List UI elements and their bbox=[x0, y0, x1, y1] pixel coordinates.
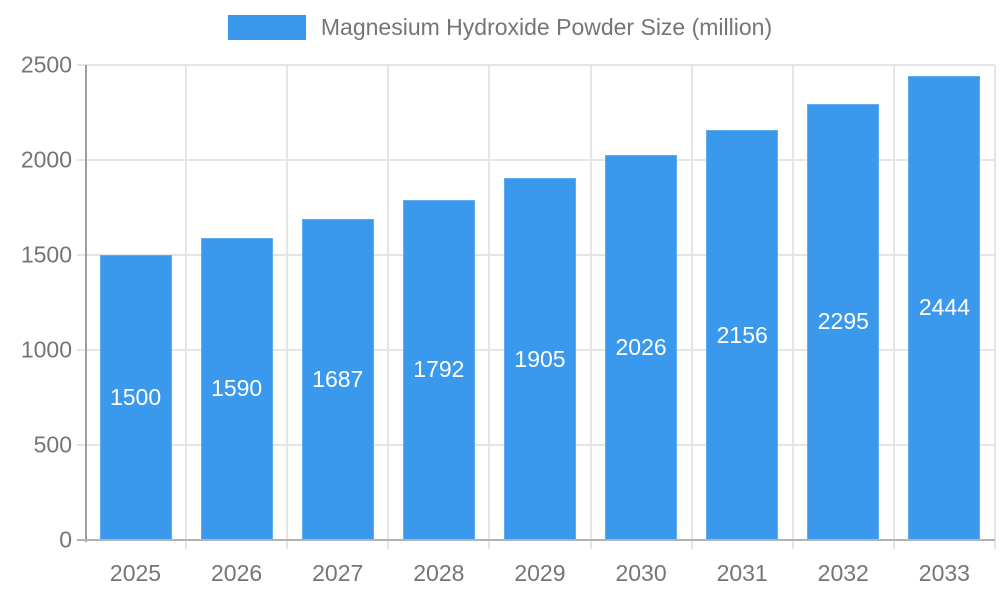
legend-series-label: Magnesium Hydroxide Powder Size (million… bbox=[320, 14, 773, 40]
bar-value-label: 1792 bbox=[413, 356, 465, 383]
x-tick-label: 2033 bbox=[918, 560, 970, 586]
y-tick-label: 2500 bbox=[20, 51, 72, 78]
bar-2027[interactable]: 1687 bbox=[301, 219, 374, 540]
y-tick-label: 1500 bbox=[20, 241, 72, 268]
bar-2029[interactable]: 1905 bbox=[504, 178, 576, 540]
x-tick-label: 2026 bbox=[211, 560, 263, 586]
bar-value-label: 1905 bbox=[514, 345, 566, 372]
bar-2032[interactable]: 2295 bbox=[807, 103, 880, 540]
y-tick-label: 2000 bbox=[20, 146, 72, 173]
bar-value-label: 2026 bbox=[615, 334, 667, 361]
x-tick-label: 2031 bbox=[716, 560, 768, 586]
chart-legend: Magnesium Hydroxide Powder Size (million… bbox=[0, 14, 1000, 41]
gridline-horizontal bbox=[77, 64, 995, 66]
gridline-vertical bbox=[387, 65, 390, 549]
gridline-vertical bbox=[589, 65, 592, 549]
bar-value-label: 2444 bbox=[918, 294, 971, 321]
x-tick-label: 2028 bbox=[413, 560, 465, 586]
gridline-vertical bbox=[791, 65, 794, 549]
bar-value-label: 2295 bbox=[817, 308, 869, 335]
gridline-vertical bbox=[185, 65, 188, 549]
x-axis-line bbox=[77, 539, 995, 541]
bar-2030[interactable]: 2026 bbox=[605, 155, 678, 540]
y-tick-label: 1000 bbox=[20, 336, 72, 363]
y-tick-label: 500 bbox=[33, 431, 72, 458]
plot-area: 1500 1590 1687 1792 1905 2026 2156 2295 2444 bbox=[77, 64, 996, 549]
bar-2028[interactable]: 1792 bbox=[402, 199, 475, 540]
x-tick-label: 2030 bbox=[615, 560, 667, 586]
x-tick-label: 2025 bbox=[109, 560, 162, 586]
bar-value-label: 1687 bbox=[312, 366, 364, 393]
bar-value-label: 2156 bbox=[716, 321, 768, 348]
bar-2025[interactable]: 1500 bbox=[99, 255, 172, 540]
gridline-vertical bbox=[892, 65, 895, 549]
x-tick-label: 2032 bbox=[817, 560, 869, 586]
legend-item[interactable]: Magnesium Hydroxide Powder Size (million… bbox=[227, 14, 773, 41]
gridline-vertical bbox=[488, 65, 491, 549]
legend-swatch-icon bbox=[227, 15, 306, 40]
y-axis-line bbox=[85, 65, 87, 542]
bar-2031[interactable]: 2156 bbox=[706, 130, 779, 540]
gridline-vertical bbox=[690, 65, 693, 549]
bar-value-label: 1500 bbox=[109, 384, 162, 410]
bar-value-label: 1590 bbox=[211, 375, 263, 402]
bar-2033[interactable]: 2444 bbox=[908, 75, 981, 540]
gridline-horizontal bbox=[77, 159, 995, 161]
x-tick-label: 2029 bbox=[514, 560, 566, 586]
gridline-vertical bbox=[286, 65, 289, 549]
bar-2026[interactable]: 1590 bbox=[200, 237, 273, 540]
gridline-vertical bbox=[994, 65, 996, 549]
y-tick-label: 0 bbox=[59, 526, 72, 553]
x-tick-label: 2027 bbox=[312, 560, 364, 586]
